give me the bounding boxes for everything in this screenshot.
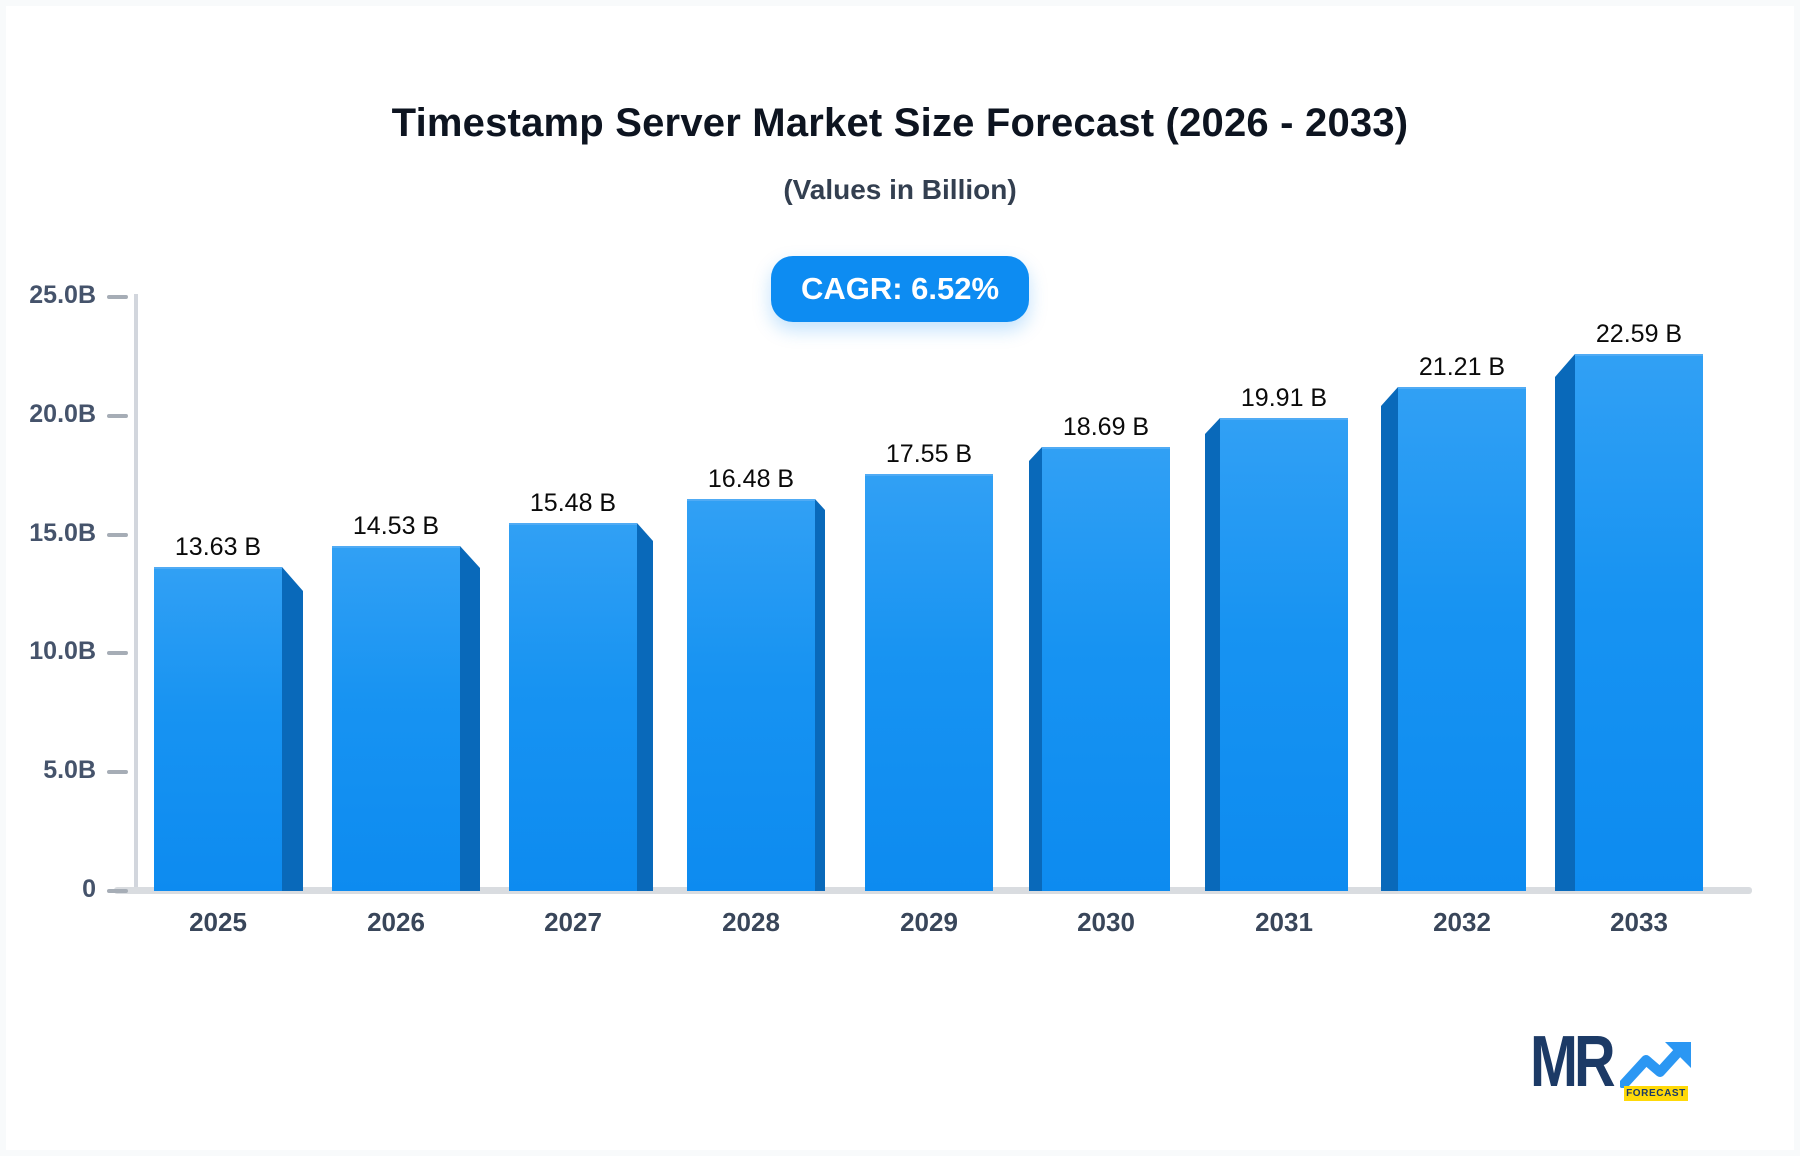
bar-value-label-2027: 15.48 B xyxy=(529,489,617,517)
bar-2030 xyxy=(1042,447,1170,891)
y-tick-mark xyxy=(107,770,128,775)
bar-side-2026 xyxy=(460,546,480,891)
y-tick-label: 25.0B xyxy=(29,281,96,309)
chart-title: Timestamp Server Market Size Forecast (2… xyxy=(391,101,1409,145)
bar-2028 xyxy=(687,499,815,891)
bar-side-2032 xyxy=(1381,387,1398,891)
bar-side-2025 xyxy=(282,567,303,891)
x-axis-label-2030: 2030 xyxy=(1077,907,1135,937)
y-axis-line xyxy=(134,294,138,891)
y-tick-mark xyxy=(107,651,128,656)
x-axis-label-2032: 2032 xyxy=(1433,907,1491,937)
x-axis-label-2027: 2027 xyxy=(544,907,602,937)
y-tick-mark xyxy=(107,295,128,299)
cagr-badge: CAGR: 6.52% xyxy=(770,256,1030,322)
bar-side-2033 xyxy=(1555,354,1575,891)
plot-area: 25.0B 20.0B 15.0B 10.0B 5.0B 0 13.63 B 2025 14.5… xyxy=(6,6,1794,1150)
logo-forecast-label: FORECAST xyxy=(1624,1086,1688,1101)
bar-side-2028 xyxy=(815,499,825,891)
bar-2032 xyxy=(1398,387,1526,891)
bar-2033 xyxy=(1575,354,1703,891)
y-tick-label: 10.0B xyxy=(29,637,96,666)
x-axis-label-2033: 2033 xyxy=(1610,907,1668,937)
y-tick-mark xyxy=(107,889,128,893)
x-axis-label-2028: 2028 xyxy=(722,907,780,937)
bar-value-label-2029: 17.55 B xyxy=(885,440,973,468)
bar-2027 xyxy=(509,523,637,891)
cagr-badge-wrap: CAGR: 6.52% xyxy=(6,256,1794,322)
bar-side-2030 xyxy=(1029,447,1042,891)
bar-value-label-2026: 14.53 B xyxy=(352,512,440,540)
bar-side-2031 xyxy=(1205,418,1220,891)
bar-side-2027 xyxy=(637,523,653,891)
x-axis-label-2029: 2029 xyxy=(900,907,958,937)
x-axis-label-2025: 2025 xyxy=(189,907,247,937)
mr-forecast-logo: MR FORECAST xyxy=(1530,1026,1706,1108)
y-tick-label: 15.0B xyxy=(29,518,96,547)
y-tick-mark xyxy=(107,532,128,537)
y-tick-label: 5.0B xyxy=(43,756,96,785)
bar-value-label-2028: 16.48 B xyxy=(707,465,795,493)
y-tick-mark xyxy=(107,413,128,418)
bar-value-label-2033: 22.59 B xyxy=(1595,320,1683,348)
x-axis-label-2026: 2026 xyxy=(367,907,425,937)
y-tick-label: 0 xyxy=(82,875,96,903)
bar-value-label-2025: 13.63 B xyxy=(174,533,262,561)
bar-value-label-2030: 18.69 B xyxy=(1062,413,1150,441)
bar-2026 xyxy=(332,546,460,891)
x-axis-label-2031: 2031 xyxy=(1255,907,1313,937)
logo-mr-text: MR xyxy=(1530,1022,1616,1102)
bar-2031 xyxy=(1220,418,1348,891)
bar-2025 xyxy=(154,567,282,891)
logo-trend-arrow-icon xyxy=(1620,1042,1691,1088)
bar-value-label-2032: 21.21 B xyxy=(1418,353,1506,381)
chart-subtitle: (Values in Billion) xyxy=(783,174,1017,205)
y-tick-label: 20.0B xyxy=(29,399,96,428)
bar-value-label-2031: 19.91 B xyxy=(1240,384,1328,412)
bar-2029 xyxy=(865,474,993,891)
